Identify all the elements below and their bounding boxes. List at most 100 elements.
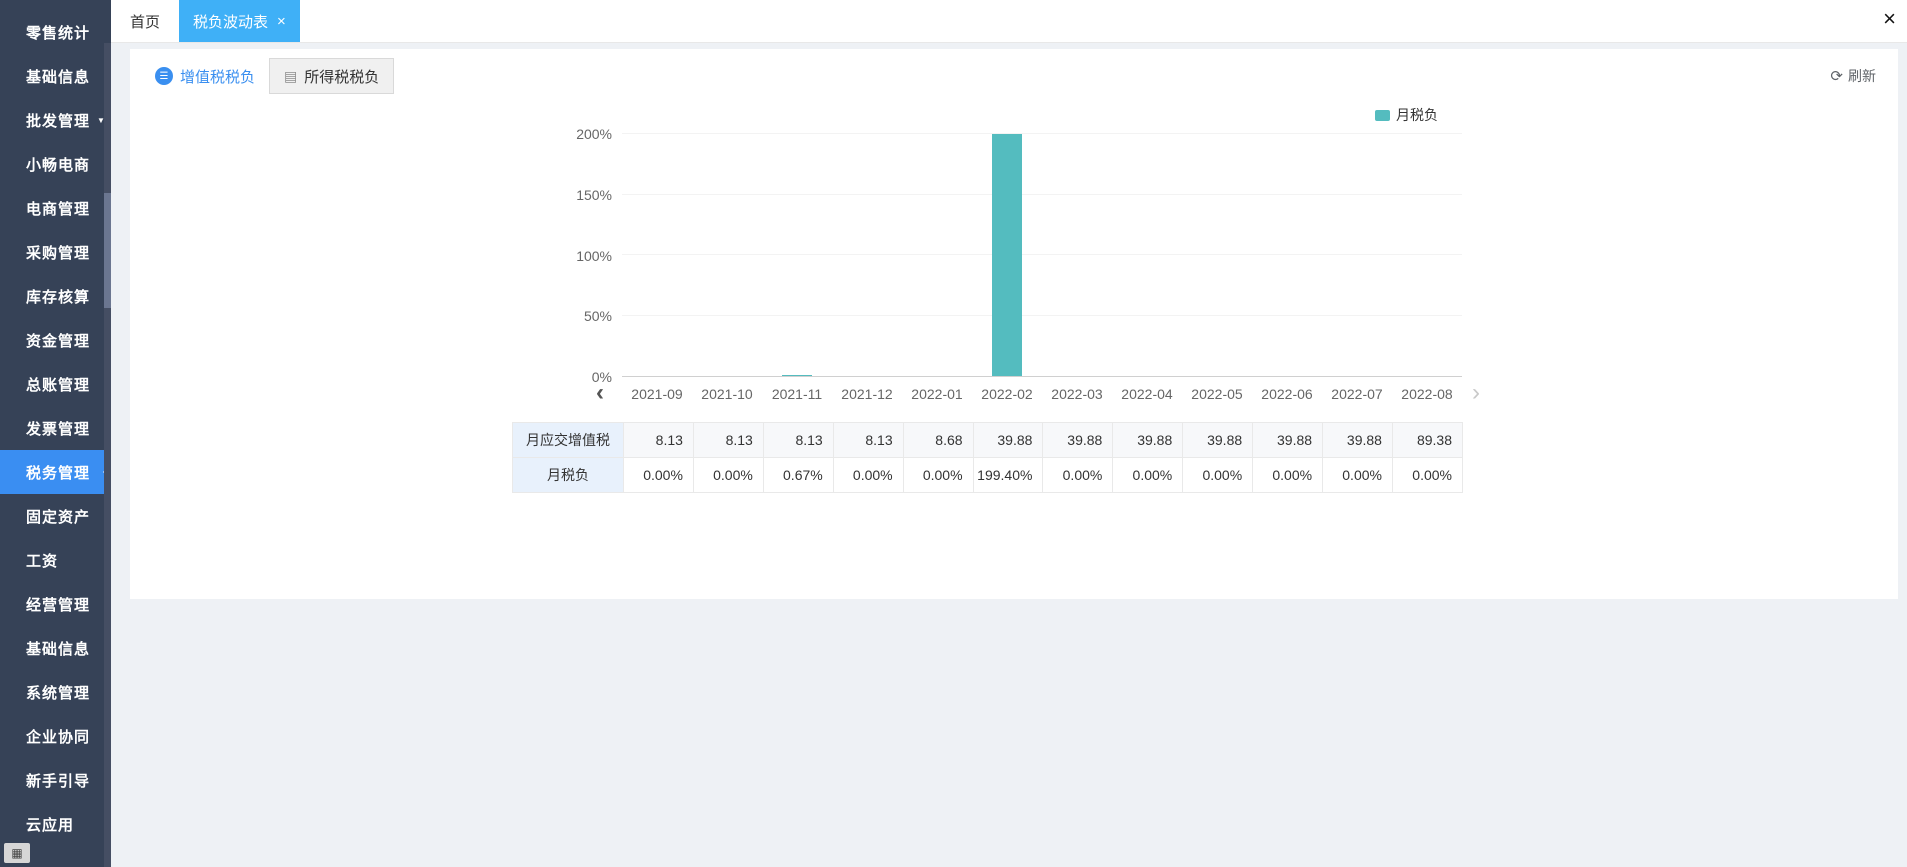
- table-cell: 0.00%: [692, 457, 764, 493]
- content-area: ☰ 增值税税负 ▤ 所得税税负 ⟳ 刷新 月税负 0% 50% 100% 150% 200% …: [111, 43, 1907, 867]
- bar: [782, 375, 812, 376]
- refresh-button[interactable]: ⟳ 刷新: [1830, 58, 1876, 94]
- sidebar-item[interactable]: 企业协同: [0, 714, 111, 758]
- sidebar-item-label: 批发管理: [26, 112, 91, 130]
- x-axis-label: 2022-02: [981, 386, 1033, 402]
- table-row: 月税负 0.00% 0.00% 0.67% 0.00% 0.00% 199.40% 0.00%…: [512, 457, 1464, 493]
- table-cell: 0.00%: [1042, 457, 1114, 493]
- sidebar-item-label: 固定资产: [26, 508, 91, 526]
- tab-close-icon[interactable]: ×: [277, 12, 286, 30]
- window-close-icon[interactable]: ×: [1883, 6, 1896, 31]
- sidebar-footer-icon[interactable]: ▦: [4, 843, 30, 863]
- content-panel: ☰ 增值税税负 ▤ 所得税税负 ⟳ 刷新 月税负 0% 50% 100% 150% 200% …: [130, 49, 1898, 599]
- sidebar-item[interactable]: 基础信息: [0, 54, 111, 98]
- row-header-cell: 月税负: [512, 457, 624, 493]
- table-icon: ▤: [284, 67, 298, 84]
- x-axis-label: 2022-01: [911, 386, 963, 402]
- sidebar-menu: 零售统计 基础信息 批发管理 ▼ 小畅电商 电商管理 采购管理 库存核算 资金管理 总账管理 发票管…: [0, 0, 111, 846]
- table-cell: 39.88: [1322, 422, 1393, 458]
- sidebar-item-label: 零售统计: [26, 24, 91, 42]
- table-cell: 8.68: [902, 422, 974, 458]
- sidebar-item-label: 基础信息: [26, 640, 91, 658]
- plot-area: [622, 133, 1462, 377]
- sidebar-scrollbar[interactable]: [104, 43, 111, 867]
- table-cell: 8.13: [832, 422, 904, 458]
- row-header-cell: 月应交增值税: [512, 422, 624, 458]
- gridline: [622, 254, 1462, 255]
- table-cell: 8.13: [623, 422, 694, 458]
- table-cell: 0.00%: [832, 457, 904, 493]
- chart-next-arrow[interactable]: ›: [1472, 379, 1480, 406]
- sidebar-item[interactable]: 资金管理: [0, 318, 111, 362]
- sidebar-item[interactable]: 小畅电商: [0, 142, 111, 186]
- table-cell: 8.13: [762, 422, 834, 458]
- x-axis-label: 2022-03: [1051, 386, 1103, 402]
- topbar-tab[interactable]: 首页: [111, 0, 179, 42]
- table-icon: ☰: [155, 67, 173, 85]
- sidebar-item-label: 电商管理: [26, 200, 91, 218]
- topbar-tabs: 首页 税负波动表 ×: [111, 0, 300, 42]
- sidebar-item-label: 总账管理: [26, 376, 91, 394]
- sidebar-item-label: 采购管理: [26, 244, 91, 262]
- sidebar-item[interactable]: 电商管理: [0, 186, 111, 230]
- table-cell: 39.88: [1112, 422, 1184, 458]
- panel-tab-label: 所得税税负: [304, 68, 380, 86]
- table-cell: 89.38: [1391, 422, 1464, 458]
- sidebar-item[interactable]: 工资: [0, 538, 111, 582]
- table-cell: 0.00%: [1322, 457, 1393, 493]
- panel-tabs: ☰ 增值税税负 ▤ 所得税税负: [141, 58, 395, 94]
- x-axis-label: 2021-09: [631, 386, 683, 402]
- sidebar-item-label: 发票管理: [26, 420, 91, 438]
- sidebar-item-label: 工资: [26, 552, 59, 570]
- x-axis-row: ‹ 2021-09 2021-10 2021-11 2021-12 2022-01 202…: [566, 381, 1480, 408]
- panel-tab[interactable]: ▤ 所得税税负: [269, 58, 395, 94]
- x-axis-label: 2022-04: [1121, 386, 1173, 402]
- sidebar-item-label: 企业协同: [26, 728, 91, 746]
- sidebar-item[interactable]: 采购管理: [0, 230, 111, 274]
- panel-tabs-row: ☰ 增值税税负 ▤ 所得税税负 ⟳ 刷新: [130, 49, 1898, 94]
- sidebar-item-label: 经营管理: [26, 596, 91, 614]
- sidebar-item[interactable]: 新手引导: [0, 758, 111, 802]
- sidebar-item[interactable]: 基础信息: [0, 626, 111, 670]
- table-cell: 39.88: [972, 422, 1044, 458]
- table-cell: 0.00%: [1182, 457, 1254, 493]
- x-axis-label: 2022-08: [1401, 386, 1453, 402]
- sidebar-item[interactable]: 总账管理: [0, 362, 111, 406]
- table-cell: 0.00%: [1252, 457, 1324, 493]
- sidebar: 零售统计 基础信息 批发管理 ▼ 小畅电商 电商管理 采购管理 库存核算 资金管理 总账管理 发票管…: [0, 0, 111, 867]
- sidebar-item-label: 资金管理: [26, 332, 91, 350]
- y-axis-tick: 200%: [576, 126, 612, 142]
- table-cell: 0.00%: [902, 457, 974, 493]
- table-cell: 0.67%: [762, 457, 834, 493]
- y-axis-tick: 50%: [583, 308, 612, 325]
- x-axis-label: 2021-12: [841, 386, 893, 402]
- sidebar-item[interactable]: 固定资产: [0, 494, 111, 538]
- panel-tab-label: 增值税税负: [180, 68, 256, 86]
- sidebar-item[interactable]: 零售统计: [0, 10, 111, 54]
- sidebar-item-label: 税务管理: [26, 464, 91, 482]
- sidebar-item[interactable]: 系统管理: [0, 670, 111, 714]
- topbar-tab-label: 首页: [130, 13, 161, 31]
- sidebar-item[interactable]: 云应用: [0, 802, 111, 846]
- topbar-tab[interactable]: 税负波动表 ×: [179, 0, 300, 42]
- sidebar-item-label: 库存核算: [26, 288, 91, 306]
- table-cell: 0.00%: [623, 457, 694, 493]
- sidebar-item-label: 系统管理: [26, 684, 91, 702]
- sidebar-item[interactable]: 税务管理: [0, 450, 111, 494]
- sidebar-item-label: 小畅电商: [26, 156, 91, 174]
- y-axis-tick: 100%: [576, 247, 612, 264]
- sidebar-item-label: 基础信息: [26, 68, 91, 86]
- sidebar-item[interactable]: 发票管理: [0, 406, 111, 450]
- table-cell: 39.88: [1182, 422, 1254, 458]
- chart-prev-arrow[interactable]: ‹: [596, 379, 604, 406]
- sidebar-item[interactable]: 批发管理 ▼: [0, 98, 111, 142]
- chart-legend: 月税负: [566, 106, 1462, 124]
- table-cell: 199.40%: [972, 457, 1044, 493]
- x-axis-label: 2021-10: [701, 386, 753, 402]
- chevron-down-icon: ▼: [97, 115, 106, 125]
- table-row: 月应交增值税 8.13 8.13 8.13 8.13 8.68 39.88 39.88 39.8…: [512, 422, 1464, 458]
- panel-tab[interactable]: ☰ 增值税税负: [141, 58, 270, 94]
- sidebar-scrollbar-thumb[interactable]: [104, 193, 111, 308]
- sidebar-item[interactable]: 经营管理: [0, 582, 111, 626]
- sidebar-item[interactable]: 库存核算: [0, 274, 111, 318]
